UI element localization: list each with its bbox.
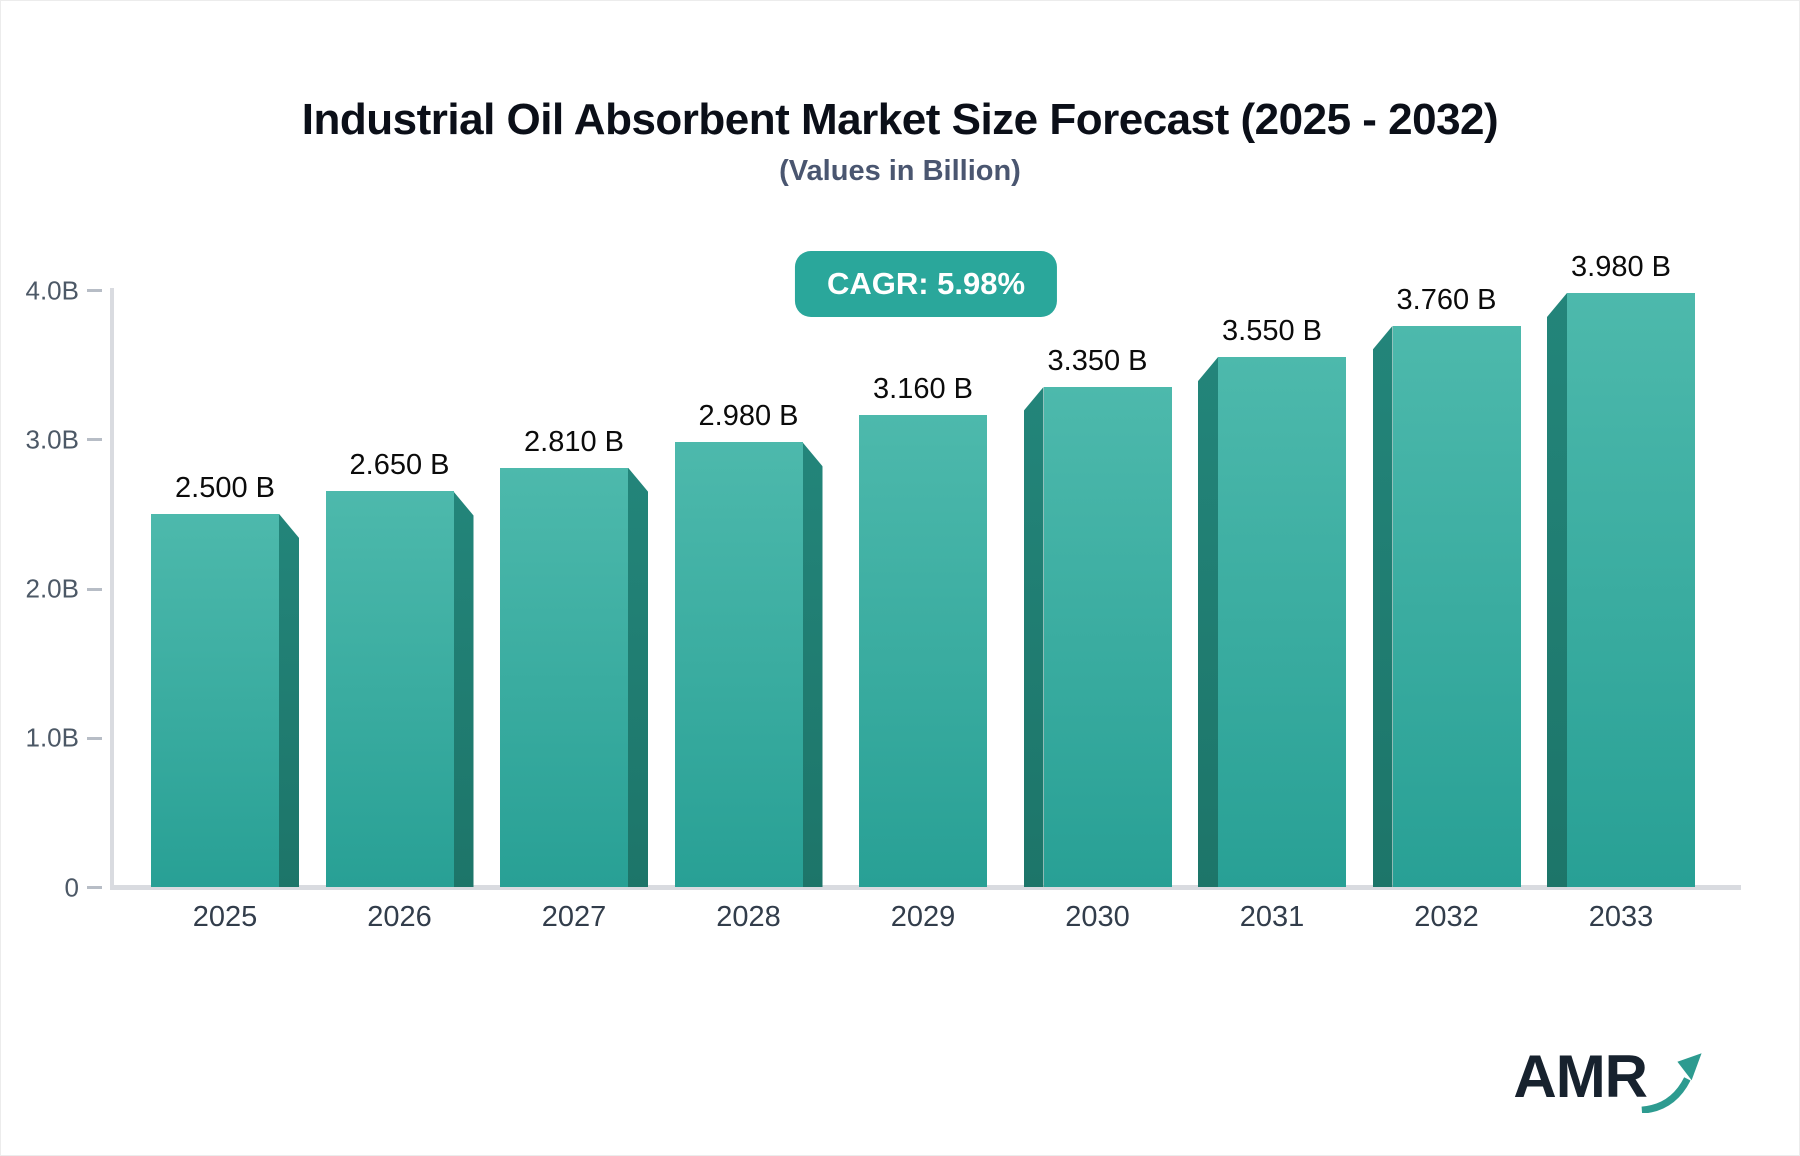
growth-arrow-icon [1641,1053,1702,1113]
bar-2031 [1218,357,1346,887]
bar-2027 [500,467,628,887]
cagr-badge: CAGR: 5.98% [794,251,1058,317]
bar-value-label-2028: 2.980 B [698,400,799,433]
y-axis-line [110,288,114,885]
bar-2028-side [802,442,823,887]
amr-logo: AMR [1513,1043,1703,1113]
y-tick-label: 1.0B [25,722,80,753]
bar-value-label-2032: 3.760 B [1396,283,1497,316]
x-tick-label-2033: 2033 [1588,901,1654,933]
bar-2033 [1567,292,1695,887]
chart-title: Industrial Oil Absorbent Market Size For… [301,95,1499,144]
bar-2026-side [453,491,474,887]
bar-2028 [674,442,803,887]
bar-2032-side [1372,325,1393,887]
x-tick-label-2027: 2027 [541,901,607,933]
y-tick-label: 4.0B [25,275,80,305]
bar-2025 [151,513,279,887]
bar-value-label-2030: 3.350 B [1047,345,1148,377]
bar-value-label-2027: 2.810 B [524,425,624,458]
y-tick-mark [87,886,102,889]
x-tick-label-2032: 2032 [1414,901,1479,933]
bar-2032 [1392,325,1521,887]
bar-value-label-2026: 2.650 B [349,449,450,482]
y-tick-mark [87,438,102,442]
x-tick-label-2028: 2028 [716,901,781,933]
amr-logo-text: AMR [1513,1043,1648,1110]
y-tick-mark [87,289,102,292]
bar-2027-side [628,467,648,887]
bar-value-label-2033: 3.980 B [1571,250,1671,283]
bar-value-label-2025: 2.500 B [175,471,275,504]
x-axis-baseline [110,885,1741,890]
x-tick-label-2026: 2026 [367,901,432,933]
bar-2030 [1043,387,1172,887]
bar-2030-side [1023,387,1044,887]
bar-2033-side [1547,292,1567,887]
bar-2029 [859,415,987,887]
bar-2025-side [279,513,299,887]
chart-subtitle: (Values in Billion) [779,155,1021,187]
x-tick-label-2029: 2029 [890,901,956,933]
bar-value-label-2029: 3.160 B [873,373,973,406]
x-tick-label-2030: 2030 [1065,901,1130,933]
bar-2026 [325,491,454,887]
x-tick-label-2031: 2031 [1239,901,1305,933]
bar-value-label-2031: 3.550 B [1222,315,1322,348]
y-tick-label: 2.0B [25,573,80,604]
x-tick-label-2025: 2025 [192,901,258,933]
bar-2031-side [1198,357,1218,887]
y-tick-mark [87,587,102,591]
y-tick-mark [87,736,102,740]
y-tick-label: 0 [64,872,79,902]
y-tick-label: 3.0B [25,424,80,455]
